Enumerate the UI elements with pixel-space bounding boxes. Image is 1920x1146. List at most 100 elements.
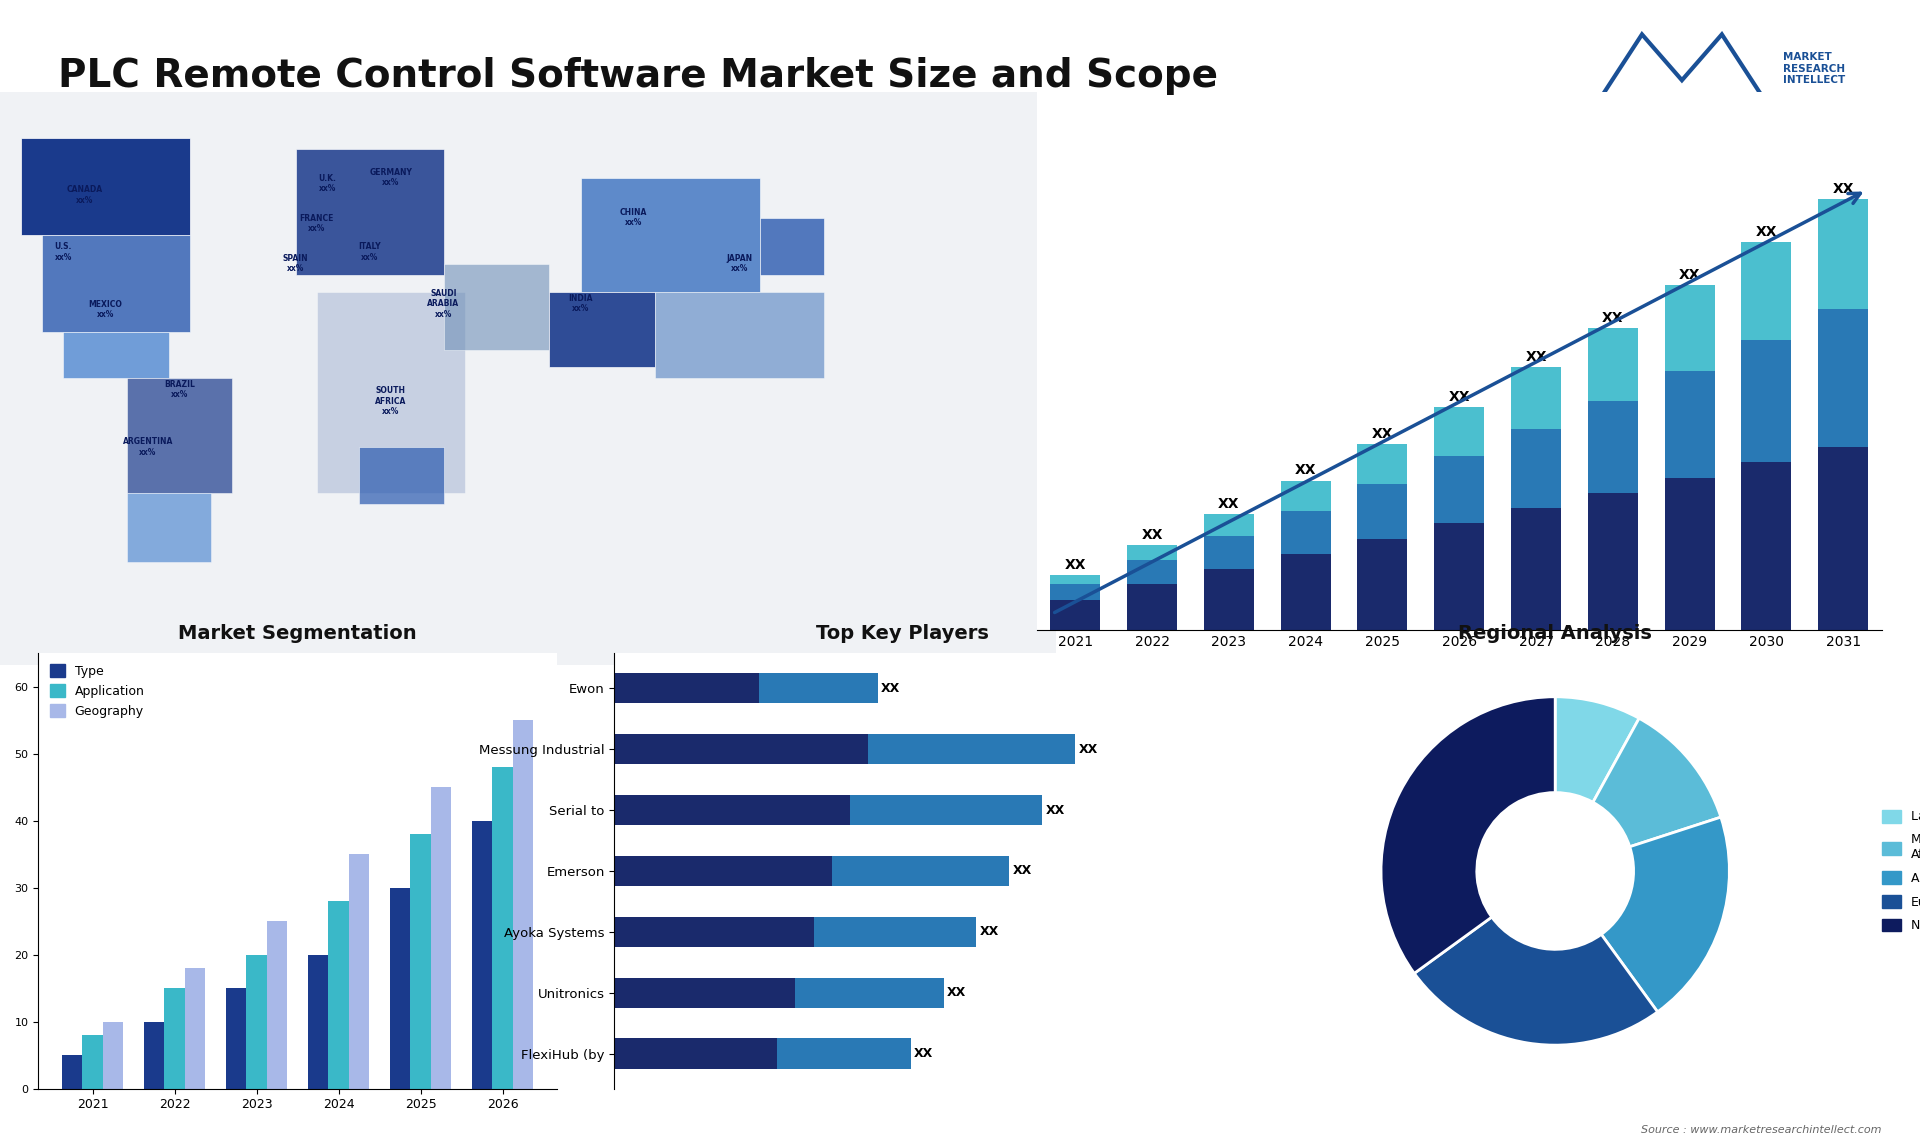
Polygon shape <box>63 332 169 378</box>
Bar <box>614 795 851 825</box>
Text: XX: XX <box>1678 268 1701 282</box>
Bar <box>1127 560 1177 584</box>
Polygon shape <box>0 92 1056 665</box>
Bar <box>778 1038 910 1069</box>
Polygon shape <box>127 493 211 562</box>
Text: XX: XX <box>1832 182 1855 196</box>
Bar <box>1357 484 1407 539</box>
Text: INDIA
xx%: INDIA xx% <box>568 295 593 313</box>
Bar <box>614 1038 778 1069</box>
Polygon shape <box>42 235 190 332</box>
Bar <box>814 917 977 947</box>
Bar <box>1818 447 1868 630</box>
Bar <box>614 978 795 1008</box>
Text: ARGENTINA
xx%: ARGENTINA xx% <box>123 438 173 456</box>
Text: XX: XX <box>979 925 998 939</box>
Legend: Type, Application, Geography: Type, Application, Geography <box>44 659 150 723</box>
Text: JAPAN
xx%: JAPAN xx% <box>726 254 753 273</box>
Bar <box>1434 524 1484 630</box>
Bar <box>1127 544 1177 560</box>
Bar <box>61 1055 83 1089</box>
Bar <box>83 1035 104 1089</box>
Text: CANADA
xx%: CANADA xx% <box>67 186 102 204</box>
Text: GERMANY
xx%: GERMANY xx% <box>369 168 413 187</box>
Wedge shape <box>1415 917 1657 1045</box>
Bar <box>1511 429 1561 508</box>
Text: XX: XX <box>1601 311 1624 324</box>
Bar <box>492 767 513 1089</box>
Bar <box>1050 599 1100 630</box>
Bar <box>1741 242 1791 340</box>
Bar <box>614 917 814 947</box>
Bar <box>1588 493 1638 630</box>
Text: MEXICO
xx%: MEXICO xx% <box>88 300 123 319</box>
Polygon shape <box>655 292 824 378</box>
Text: XX: XX <box>1064 558 1087 572</box>
Text: U.K.
xx%: U.K. xx% <box>319 174 336 193</box>
Text: SOUTH
AFRICA
xx%: SOUTH AFRICA xx% <box>374 386 407 416</box>
Bar <box>758 673 877 704</box>
Bar <box>184 968 205 1089</box>
Bar <box>1357 444 1407 484</box>
Text: XX: XX <box>1755 225 1778 240</box>
Polygon shape <box>582 178 760 292</box>
Text: XX: XX <box>1217 497 1240 511</box>
Bar <box>1818 309 1868 447</box>
Text: XX: XX <box>1079 743 1098 755</box>
Text: XX: XX <box>1294 463 1317 478</box>
Bar <box>1741 340 1791 462</box>
Wedge shape <box>1594 719 1720 847</box>
Text: BRAZIL
xx%: BRAZIL xx% <box>163 380 196 399</box>
Bar <box>1357 539 1407 630</box>
Text: XX: XX <box>1448 390 1471 405</box>
Text: PLC Remote Control Software Market Size and Scope: PLC Remote Control Software Market Size … <box>58 57 1217 95</box>
Polygon shape <box>444 264 549 350</box>
Text: SAUDI
ARABIA
xx%: SAUDI ARABIA xx% <box>428 289 459 319</box>
Bar <box>513 720 534 1089</box>
Text: XX: XX <box>1371 426 1394 441</box>
Bar <box>1127 584 1177 630</box>
Text: XX: XX <box>1046 803 1066 817</box>
Bar <box>227 988 246 1089</box>
Wedge shape <box>1601 817 1730 1012</box>
Polygon shape <box>760 218 824 275</box>
Bar <box>472 821 492 1089</box>
Bar <box>246 955 267 1089</box>
Bar <box>267 921 288 1089</box>
Bar <box>1741 462 1791 630</box>
Bar <box>614 856 831 886</box>
Text: XX: XX <box>1140 527 1164 542</box>
Text: XX: XX <box>914 1047 933 1060</box>
Bar <box>1434 456 1484 524</box>
Bar <box>1665 478 1715 630</box>
Bar <box>1050 584 1100 599</box>
Text: SPAIN
xx%: SPAIN xx% <box>282 254 309 273</box>
Bar <box>614 733 868 764</box>
Bar <box>1281 511 1331 554</box>
Title: Market Segmentation: Market Segmentation <box>179 625 417 643</box>
Bar <box>307 955 328 1089</box>
Polygon shape <box>359 447 444 504</box>
Bar <box>1665 370 1715 478</box>
Bar <box>1511 368 1561 429</box>
Bar <box>1434 407 1484 456</box>
Bar <box>831 856 1010 886</box>
Bar <box>1281 480 1331 511</box>
Bar <box>851 795 1043 825</box>
Title: Regional Analysis: Regional Analysis <box>1459 625 1651 643</box>
Bar <box>1818 199 1868 309</box>
Bar <box>104 1022 123 1089</box>
Wedge shape <box>1555 697 1640 802</box>
Polygon shape <box>296 149 444 275</box>
Polygon shape <box>21 138 190 235</box>
Bar <box>390 888 411 1089</box>
Bar <box>1665 285 1715 370</box>
Polygon shape <box>549 292 655 367</box>
Bar <box>795 978 943 1008</box>
Bar <box>328 901 349 1089</box>
Polygon shape <box>127 378 232 493</box>
Text: XX: XX <box>1524 351 1548 364</box>
Bar <box>1204 570 1254 630</box>
Bar <box>430 787 451 1089</box>
Bar <box>1204 535 1254 570</box>
